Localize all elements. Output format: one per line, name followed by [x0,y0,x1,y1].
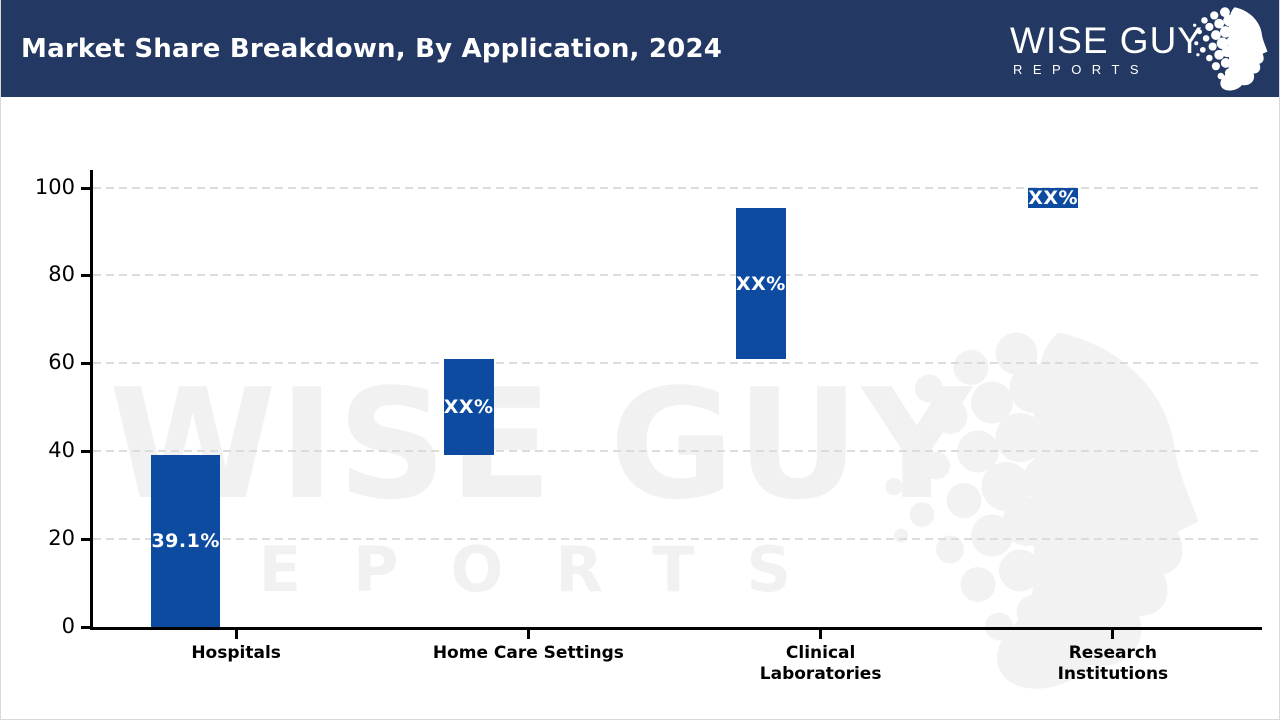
gridline-60 [93,362,1262,365]
y-tick-100 [81,186,90,190]
category-label-1: Home Care Settings [432,643,624,663]
y-tick-20 [81,538,90,542]
y-tick-label-0: 0 [61,614,75,638]
x-tick-2 [819,630,823,639]
gridline-80 [93,274,1262,277]
bar-hospitals: 39.1% [151,455,220,627]
header-bar: Market Share Breakdown, By Application, … [1,0,1279,97]
logo-wordmark: WISE GUY [1009,20,1203,61]
bar-research-institutions: XX% [1028,186,1079,209]
y-tick-label-20: 20 [48,526,75,551]
x-tick-0 [234,630,238,639]
category-label-3: Research Institutions [1057,643,1169,685]
logo-text: WISE GUY REPORTS [1010,22,1203,76]
bar-home-care-settings: XX% [443,359,494,456]
watermark-subtext: REPORTS [159,533,844,606]
y-tick-0 [81,626,90,629]
x-tick-3 [1111,630,1115,639]
x-tick-1 [526,630,530,639]
y-tick-label-80: 80 [48,262,75,287]
y-tick-40 [81,450,90,454]
chart-area: WISE GUY REPORTS 39.1% XX% XX% XX% 0 20 40 60 8… [1,97,1279,720]
wiseguy-head-icon [1187,4,1271,94]
plot-area: 39.1% XX% XX% XX% [90,170,1262,630]
y-tick-80 [81,274,90,278]
category-label-0: Hospitals [191,643,281,663]
bar-value-label: XX% [443,396,494,419]
bar-value-label: 39.1% [151,530,220,553]
category-label-2: Clinical Laboratories [759,643,882,685]
logo-subtext: REPORTS [1012,62,1150,77]
bar-clinical-laboratories: XX% [735,208,786,360]
bar-value-label: XX% [1028,186,1079,209]
y-tick-label-60: 60 [48,350,75,375]
gridline-20 [93,538,1262,541]
y-tick-label-100: 100 [34,174,75,199]
gridline-100 [93,186,1262,189]
watermark-wordmark: WISE GUY [109,356,974,533]
page-title: Market Share Breakdown, By Application, … [21,33,723,64]
y-tick-label-40: 40 [48,438,75,463]
wiseguy-logo: WISE GUY REPORTS [1010,4,1271,94]
gridline-40 [93,450,1262,453]
y-tick-60 [81,362,90,366]
bar-value-label: XX% [735,272,786,295]
